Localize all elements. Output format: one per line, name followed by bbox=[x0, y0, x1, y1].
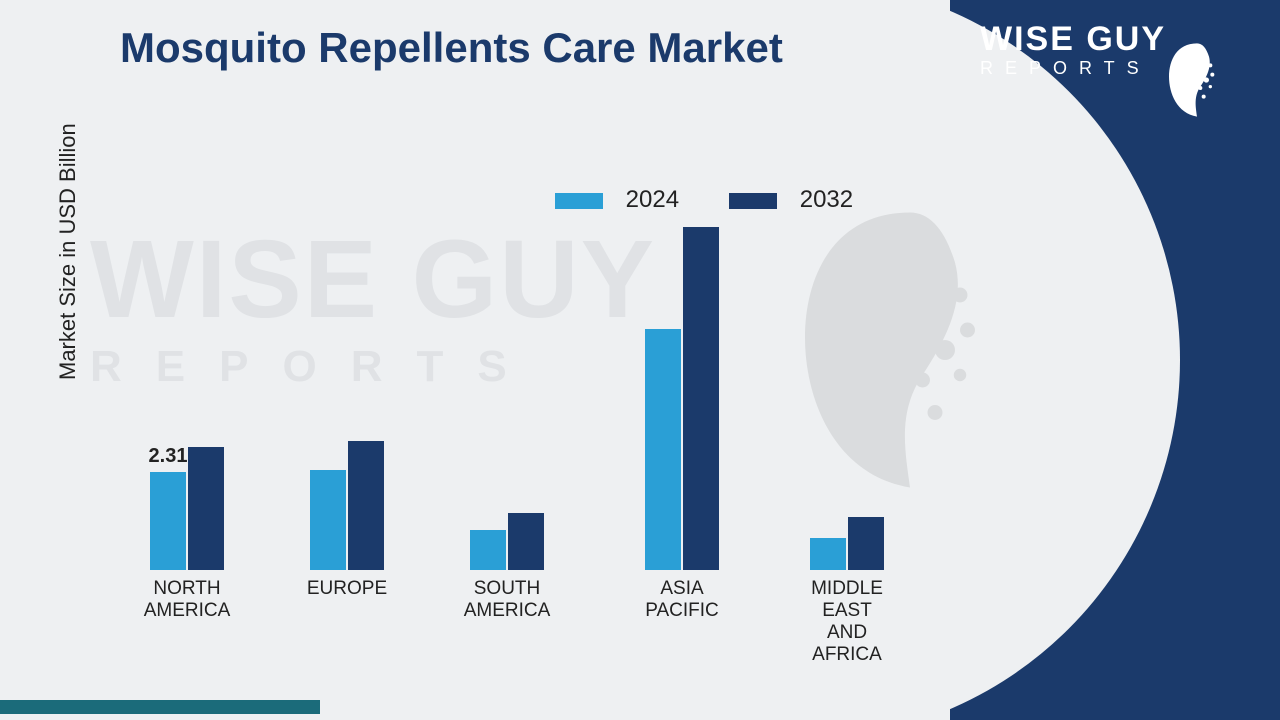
chart-title: Mosquito Repellents Care Market bbox=[120, 24, 783, 72]
legend-label-2024: 2024 bbox=[626, 186, 679, 213]
bottom-accent-bar bbox=[0, 700, 320, 714]
category-label: EUROPE bbox=[277, 570, 417, 600]
bar-2024 bbox=[310, 470, 346, 570]
bar-2032 bbox=[508, 513, 544, 570]
legend-swatch-2032 bbox=[729, 193, 777, 209]
bar-2032 bbox=[683, 227, 719, 570]
bar-2024 bbox=[810, 538, 846, 570]
category-label: MIDDLEEASTANDAFRICA bbox=[777, 570, 917, 665]
bar-2032 bbox=[348, 441, 384, 570]
category-label: NORTHAMERICA bbox=[117, 570, 257, 622]
bar-value-label: 2.31 bbox=[149, 445, 188, 468]
bar-2024 bbox=[470, 530, 506, 570]
bar-2032 bbox=[848, 517, 884, 570]
plot-area: 2.31NORTHAMERICAEUROPESOUTHAMERICAASIAPA… bbox=[140, 210, 920, 570]
bar-2024 bbox=[645, 329, 681, 570]
category-label: ASIAPACIFIC bbox=[612, 570, 752, 622]
legend-label-2032: 2032 bbox=[800, 186, 853, 213]
bar-2032 bbox=[188, 447, 224, 570]
category-label: SOUTHAMERICA bbox=[437, 570, 577, 622]
y-axis-label: Market Size in USD Billion bbox=[55, 123, 81, 380]
brand-logo: WISE GUY REPORTS bbox=[980, 22, 1250, 79]
brand-head-icon bbox=[1162, 40, 1232, 120]
bar-2024: 2.31 bbox=[150, 472, 186, 570]
legend-swatch-2024 bbox=[555, 193, 603, 209]
chart-stage: WISE GUY REPORTS Mosquito Repellents Car… bbox=[0, 0, 1280, 720]
